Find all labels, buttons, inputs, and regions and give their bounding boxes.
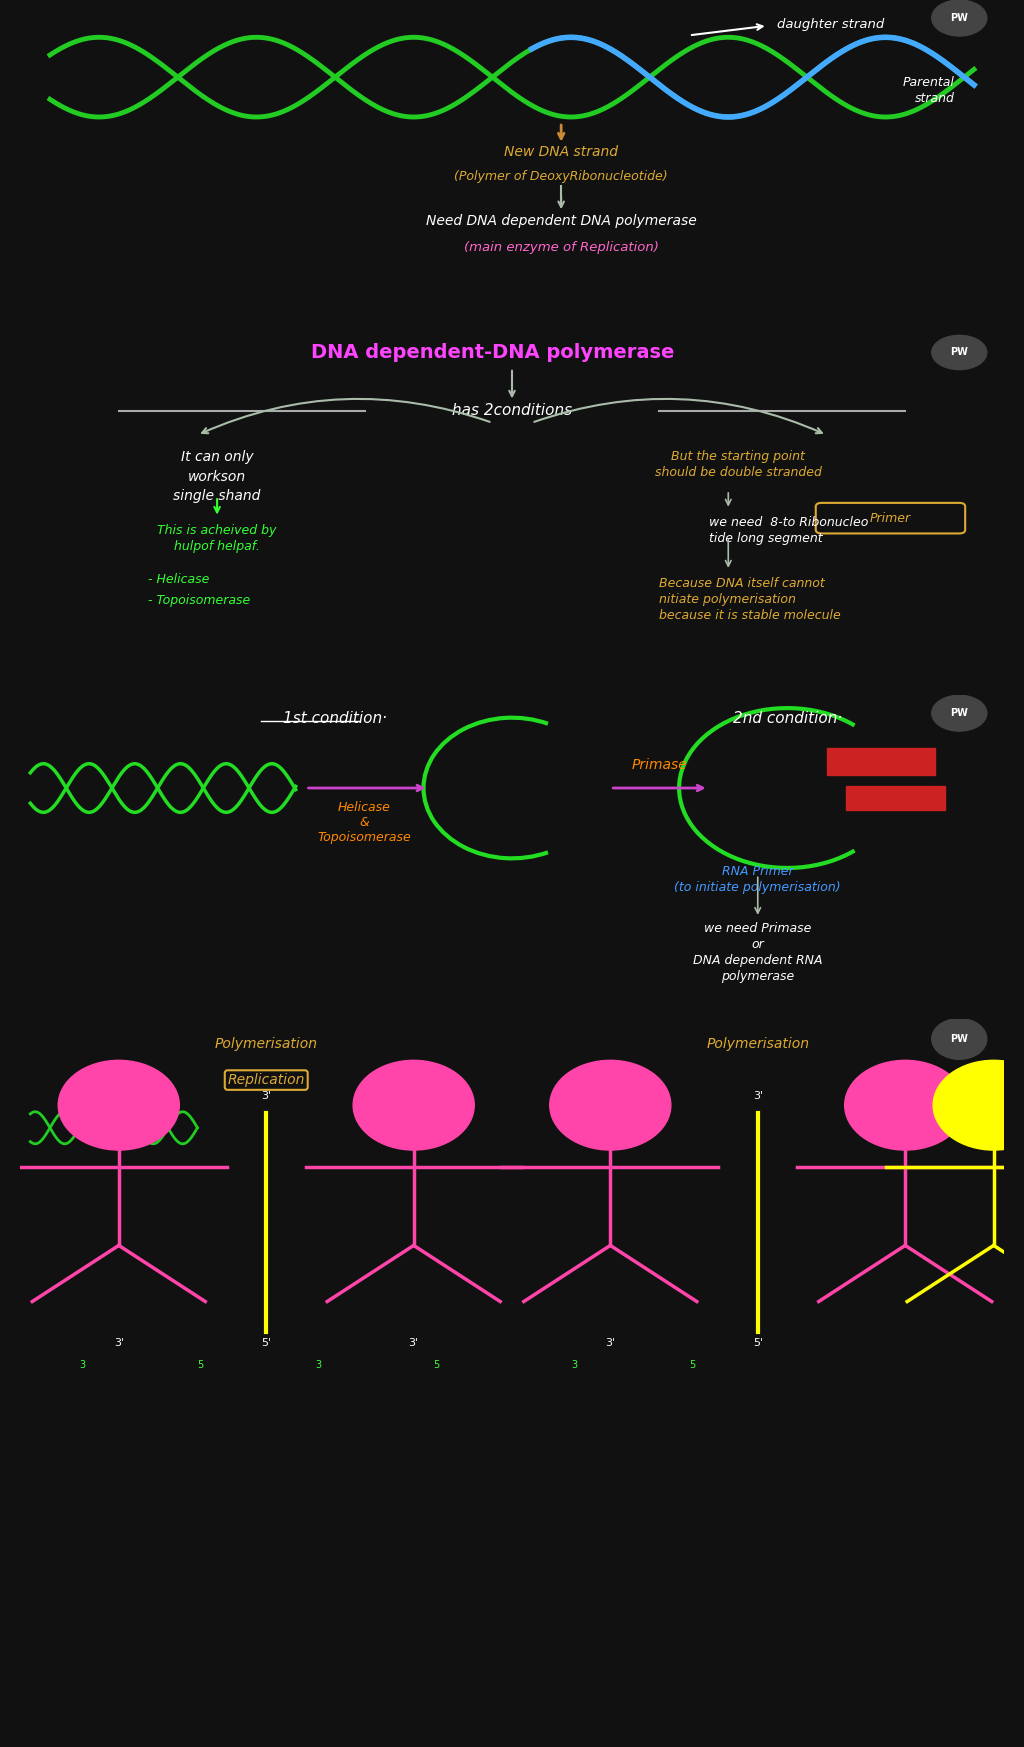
Text: (Polymer of DeoxyRibonucleotide): (Polymer of DeoxyRibonucleotide): [455, 169, 668, 183]
Text: Primer: Primer: [870, 512, 911, 524]
Text: 3': 3': [409, 1338, 419, 1349]
Text: PW: PW: [950, 1034, 969, 1045]
Text: This is acheived by
hulpof helpaf.: This is acheived by hulpof helpaf.: [158, 524, 276, 552]
Text: New DNA strand: New DNA strand: [504, 145, 618, 159]
Text: It can only
workson
single shand: It can only workson single shand: [173, 451, 261, 503]
Text: But the starting point
should be double stranded: But the starting point should be double …: [654, 451, 821, 479]
Text: Replication: Replication: [227, 1073, 305, 1087]
Text: - Helicase: - Helicase: [148, 573, 210, 585]
Text: Helicase
&
Topoisomerase: Helicase & Topoisomerase: [317, 800, 412, 844]
Text: Because DNA itself cannot
nitiate polymerisation
because it is stable molecule: Because DNA itself cannot nitiate polyme…: [659, 577, 841, 622]
Circle shape: [932, 1019, 987, 1059]
Text: 3: 3: [571, 1361, 578, 1370]
Circle shape: [932, 0, 987, 37]
Text: 5': 5': [900, 1090, 910, 1101]
FancyBboxPatch shape: [826, 748, 935, 776]
Text: we need Primase
or
DNA dependent RNA
polymerase: we need Primase or DNA dependent RNA pol…: [693, 922, 822, 984]
Text: Polymerisation: Polymerisation: [707, 1036, 809, 1050]
Text: RNA Primer
(to initiate polymerisation): RNA Primer (to initiate polymerisation): [675, 865, 841, 894]
Text: 5: 5: [433, 1361, 439, 1370]
Text: 5': 5': [605, 1090, 615, 1101]
FancyBboxPatch shape: [846, 786, 944, 811]
Text: Need DNA dependent DNA polymerase: Need DNA dependent DNA polymerase: [426, 215, 696, 229]
Text: 5': 5': [753, 1338, 763, 1349]
Circle shape: [932, 695, 987, 730]
Text: 5': 5': [409, 1090, 419, 1101]
Text: 3': 3': [605, 1338, 615, 1349]
Text: PW: PW: [950, 12, 969, 23]
Text: 5: 5: [689, 1361, 695, 1370]
Text: 2nd condition·: 2nd condition·: [732, 711, 842, 727]
Text: 5': 5': [114, 1090, 124, 1101]
Circle shape: [353, 1060, 474, 1150]
Text: 5': 5': [261, 1338, 271, 1349]
Text: Primase: Primase: [632, 758, 687, 772]
Text: has 2conditions: has 2conditions: [452, 404, 572, 418]
Text: 1st condition·: 1st condition·: [283, 711, 387, 727]
Text: 3: 3: [315, 1361, 322, 1370]
Text: daughter strand: daughter strand: [777, 17, 885, 31]
Circle shape: [933, 1060, 1024, 1150]
Text: PW: PW: [950, 348, 969, 358]
Text: 3': 3': [114, 1338, 124, 1349]
Circle shape: [550, 1060, 671, 1150]
Text: Polymerisation: Polymerisation: [215, 1036, 317, 1050]
Text: (main enzyme of Replication): (main enzyme of Replication): [464, 241, 658, 253]
Text: 5: 5: [198, 1361, 204, 1370]
Text: Parental
strand: Parental strand: [902, 75, 954, 105]
Text: DNA dependent-DNA polymerase: DNA dependent-DNA polymerase: [310, 342, 674, 362]
Text: PW: PW: [950, 708, 969, 718]
Text: 3: 3: [80, 1361, 86, 1370]
Circle shape: [58, 1060, 179, 1150]
Text: 3': 3': [261, 1090, 271, 1101]
Text: we need  8-to Ribonucleo
tide long segment: we need 8-to Ribonucleo tide long segmen…: [709, 515, 868, 545]
Circle shape: [845, 1060, 966, 1150]
Text: - Topoisomerase: - Topoisomerase: [148, 594, 251, 606]
Circle shape: [932, 335, 987, 370]
Text: 3': 3': [753, 1090, 763, 1101]
